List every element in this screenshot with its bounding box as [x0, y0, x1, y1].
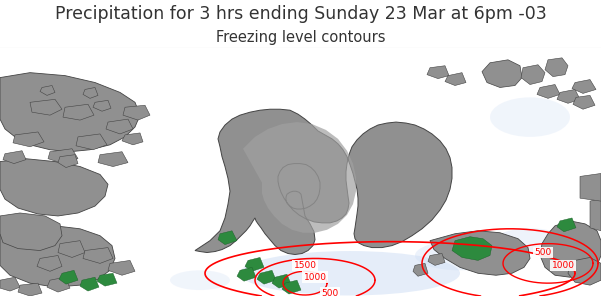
Ellipse shape: [240, 251, 460, 295]
Polygon shape: [0, 159, 108, 216]
Polygon shape: [83, 88, 98, 98]
Polygon shape: [37, 255, 62, 271]
Text: Freezing level contours: Freezing level contours: [216, 30, 385, 45]
Polygon shape: [540, 221, 601, 277]
Polygon shape: [413, 263, 428, 276]
Polygon shape: [18, 283, 42, 296]
Polygon shape: [83, 247, 113, 263]
Ellipse shape: [170, 270, 230, 290]
Polygon shape: [272, 274, 291, 288]
Polygon shape: [245, 258, 264, 271]
Polygon shape: [59, 270, 78, 284]
Polygon shape: [218, 231, 237, 244]
Polygon shape: [482, 60, 522, 88]
Ellipse shape: [490, 97, 570, 137]
Polygon shape: [557, 218, 576, 232]
Text: 500: 500: [322, 289, 338, 296]
Polygon shape: [30, 99, 62, 115]
Text: Precipitation for 3 hrs ending Sunday 23 Mar at 6pm -03: Precipitation for 3 hrs ending Sunday 23…: [55, 5, 546, 23]
Polygon shape: [0, 277, 20, 291]
Polygon shape: [80, 277, 99, 291]
Polygon shape: [63, 104, 94, 120]
Polygon shape: [537, 85, 560, 98]
Polygon shape: [545, 58, 568, 77]
Polygon shape: [98, 152, 128, 167]
Polygon shape: [47, 277, 70, 292]
Polygon shape: [572, 80, 596, 94]
Polygon shape: [580, 173, 601, 201]
Text: 1500: 1500: [293, 261, 317, 270]
Polygon shape: [195, 109, 452, 255]
Polygon shape: [590, 198, 601, 231]
Polygon shape: [557, 89, 580, 103]
Polygon shape: [237, 267, 256, 281]
Polygon shape: [76, 134, 107, 150]
Polygon shape: [97, 273, 117, 286]
Polygon shape: [445, 73, 466, 86]
Polygon shape: [0, 73, 140, 152]
Text: 1000: 1000: [304, 273, 326, 282]
Polygon shape: [13, 132, 44, 147]
Polygon shape: [521, 65, 545, 85]
Polygon shape: [3, 151, 26, 164]
Polygon shape: [58, 241, 85, 258]
Polygon shape: [573, 95, 595, 109]
Polygon shape: [568, 258, 601, 285]
Polygon shape: [427, 66, 449, 78]
Polygon shape: [108, 260, 135, 275]
Ellipse shape: [415, 241, 505, 270]
Polygon shape: [243, 122, 356, 233]
Polygon shape: [430, 231, 530, 275]
Polygon shape: [48, 149, 78, 164]
Polygon shape: [428, 253, 445, 266]
Text: 1000: 1000: [552, 261, 575, 270]
Polygon shape: [93, 100, 111, 111]
Polygon shape: [452, 237, 492, 260]
Text: 500: 500: [534, 248, 552, 257]
Polygon shape: [282, 280, 301, 294]
Polygon shape: [0, 213, 62, 250]
Polygon shape: [58, 155, 78, 168]
Polygon shape: [0, 226, 115, 287]
Ellipse shape: [495, 228, 565, 253]
Polygon shape: [122, 133, 143, 145]
Polygon shape: [257, 270, 276, 284]
Polygon shape: [123, 105, 150, 120]
Polygon shape: [106, 119, 133, 134]
Polygon shape: [40, 86, 55, 95]
